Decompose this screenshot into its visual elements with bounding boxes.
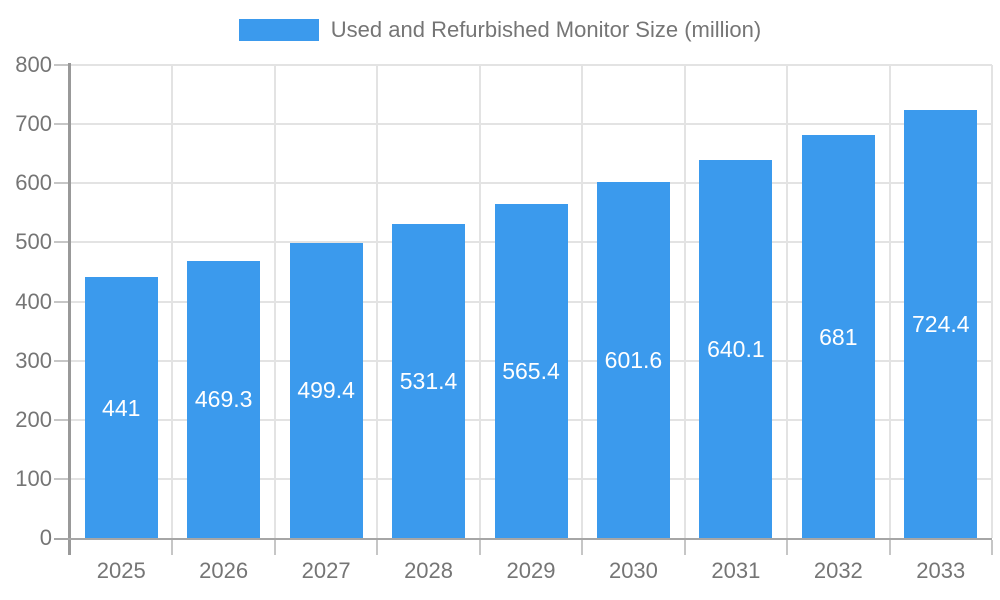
x-axis-tick [683,540,686,555]
bar-value-label: 601.6 [604,347,663,374]
y-axis-tick [54,477,70,480]
bar[interactable] [289,242,363,538]
bar-value-label: 724.4 [911,310,970,337]
x-axis-tick [478,540,481,555]
gridline-horizontal [70,182,992,185]
bar-value-label: 531.4 [399,367,458,394]
bar[interactable] [801,135,875,538]
y-axis-tick [54,123,70,126]
chart-legend[interactable]: Used and Refurbished Monitor Size (milli… [0,17,1000,43]
y-axis-line [68,63,71,555]
y-tick-label: 200 [15,406,52,432]
x-axis-tick [786,540,789,555]
legend-label: Used and Refurbished Monitor Size (milli… [330,17,762,42]
x-tick-label: 2025 [96,558,146,583]
y-tick-label: 700 [15,111,52,137]
bar[interactable] [84,277,158,538]
x-tick-label: 2032 [813,558,863,583]
bar-value-label: 565.4 [502,357,560,384]
y-tick-label: 800 [15,52,52,77]
x-tick-label: 2030 [608,558,658,583]
x-axis-tick [888,540,891,555]
x-tick-label: 2028 [404,558,454,583]
x-tick-label: 2033 [916,558,966,583]
bar[interactable] [699,159,773,538]
bar-value-label: 469.3 [194,386,253,413]
y-axis-tick [54,182,70,185]
bar[interactable] [392,223,466,538]
y-tick-label: 0 [39,525,52,550]
bar[interactable] [494,203,568,538]
bar-value-label: 681 [819,323,858,350]
y-axis-tick [54,64,70,66]
y-tick-label: 300 [15,347,52,373]
y-tick-label: 600 [15,170,52,196]
x-axis-line [54,538,992,540]
bar[interactable] [596,182,670,538]
gridline-vertical [991,65,993,538]
y-tick-label: 400 [15,288,52,314]
gridline-horizontal [70,64,992,66]
bar[interactable] [187,260,261,538]
x-axis-tick [991,540,993,555]
x-axis-tick [581,540,584,555]
y-tick-label: 100 [15,465,52,491]
gridline-horizontal [70,123,992,126]
x-axis-tick [171,540,174,555]
bar-value-label: 499.4 [297,377,355,404]
x-tick-label: 2029 [506,558,556,583]
x-tick-label: 2026 [199,558,249,583]
bar-value-label: 640.1 [707,335,765,362]
y-tick-label: 500 [15,229,52,255]
x-tick-label: 2031 [711,558,761,583]
y-axis-tick [54,300,70,303]
y-axis-tick [54,241,70,244]
y-axis-tick [54,418,70,421]
bar[interactable] [904,109,978,538]
bar-value-label: 441 [102,394,141,421]
y-axis-tick [54,359,70,362]
x-axis-tick [273,540,276,555]
x-axis-tick [376,540,379,555]
x-tick-label: 2027 [301,558,351,583]
legend-swatch [238,19,319,41]
